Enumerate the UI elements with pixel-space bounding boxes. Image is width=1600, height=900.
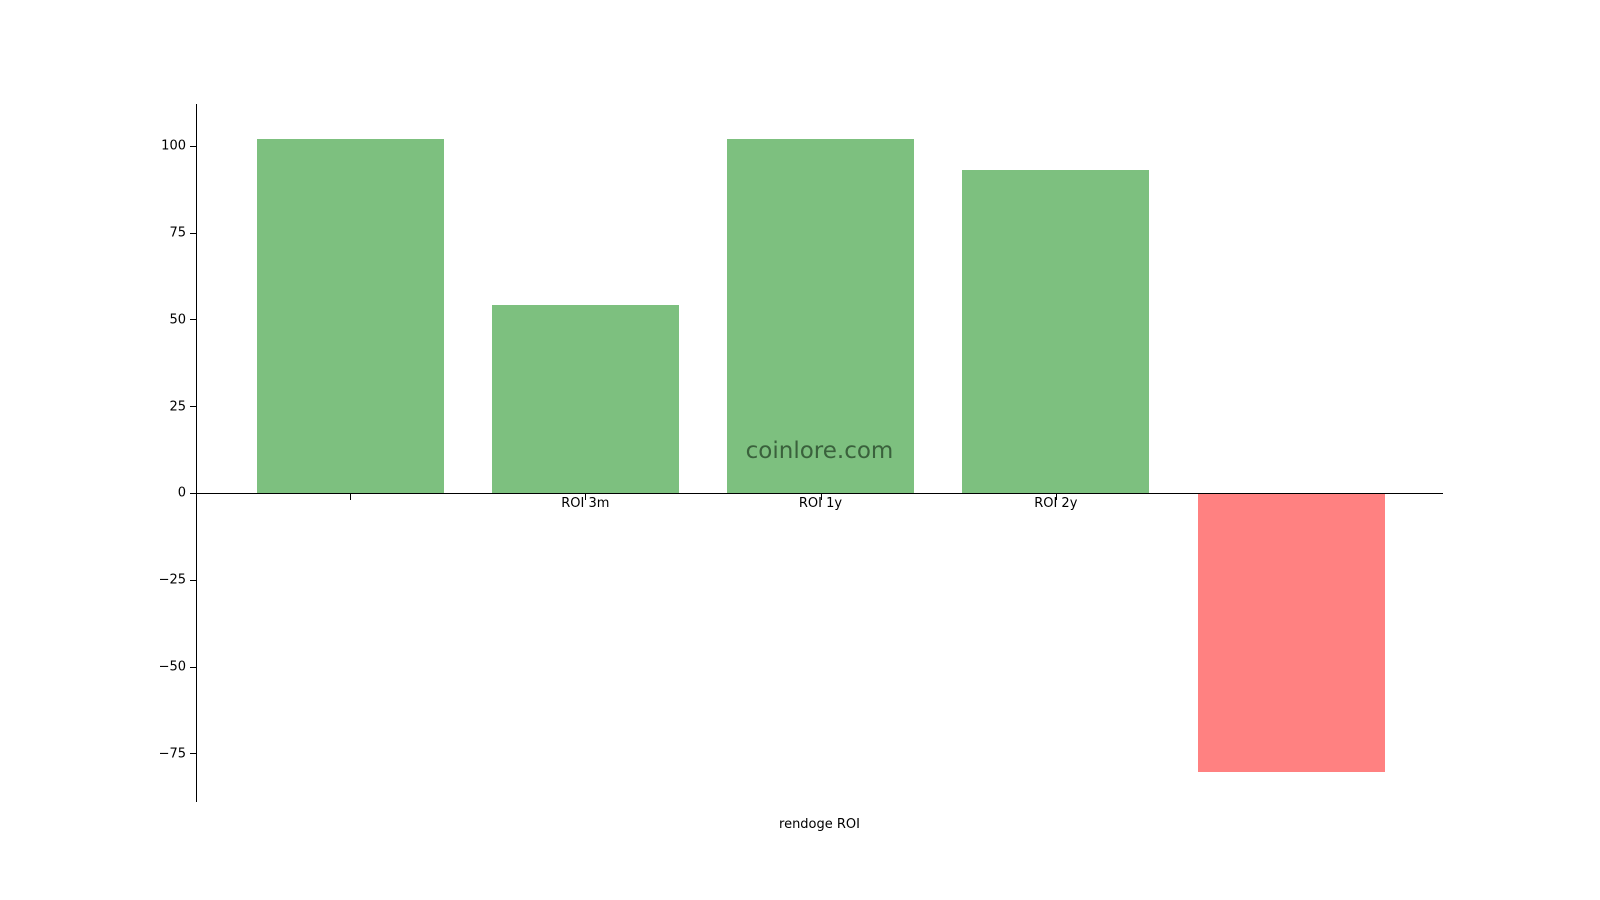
y-tick (190, 666, 196, 668)
y-tick-label: −75 (158, 746, 186, 762)
chart-bar-unlabeled-1 (256, 138, 444, 493)
y-tick (190, 145, 196, 147)
y-tick (190, 232, 196, 234)
y-tick (190, 319, 196, 321)
y-tick (190, 753, 196, 755)
y-tick (190, 406, 196, 408)
y-tick-label: 75 (169, 225, 186, 241)
watermark-text: coinlore.com (745, 438, 894, 464)
chart-bar-roi-3m (491, 305, 679, 493)
x-tick (1055, 493, 1057, 500)
x-tick-label: ROI 2y (1034, 495, 1078, 511)
y-tick-label: −25 (158, 572, 186, 588)
y-tick-label: 25 (169, 399, 186, 415)
y-tick-label: 0 (177, 485, 186, 501)
y-axis-spine (196, 104, 197, 802)
x-tick (820, 493, 822, 500)
x-tick (585, 493, 587, 500)
y-tick-label: −50 (158, 659, 186, 675)
x-axis-zero-line (196, 493, 1443, 494)
chart-bar-unlabeled-5 (1197, 493, 1385, 772)
chart-bar-roi-2y (962, 170, 1150, 493)
x-tick-label: ROI 1y (798, 495, 843, 511)
x-tick-label: ROI 3m (561, 495, 610, 511)
y-tick-label: 50 (169, 312, 186, 328)
y-tick-label: 100 (161, 138, 186, 154)
y-tick (190, 579, 196, 581)
x-axis-title: rendoge ROI (779, 817, 860, 832)
x-tick (350, 493, 351, 500)
chart-bar-roi-1y (727, 138, 914, 493)
y-tick (190, 492, 196, 494)
